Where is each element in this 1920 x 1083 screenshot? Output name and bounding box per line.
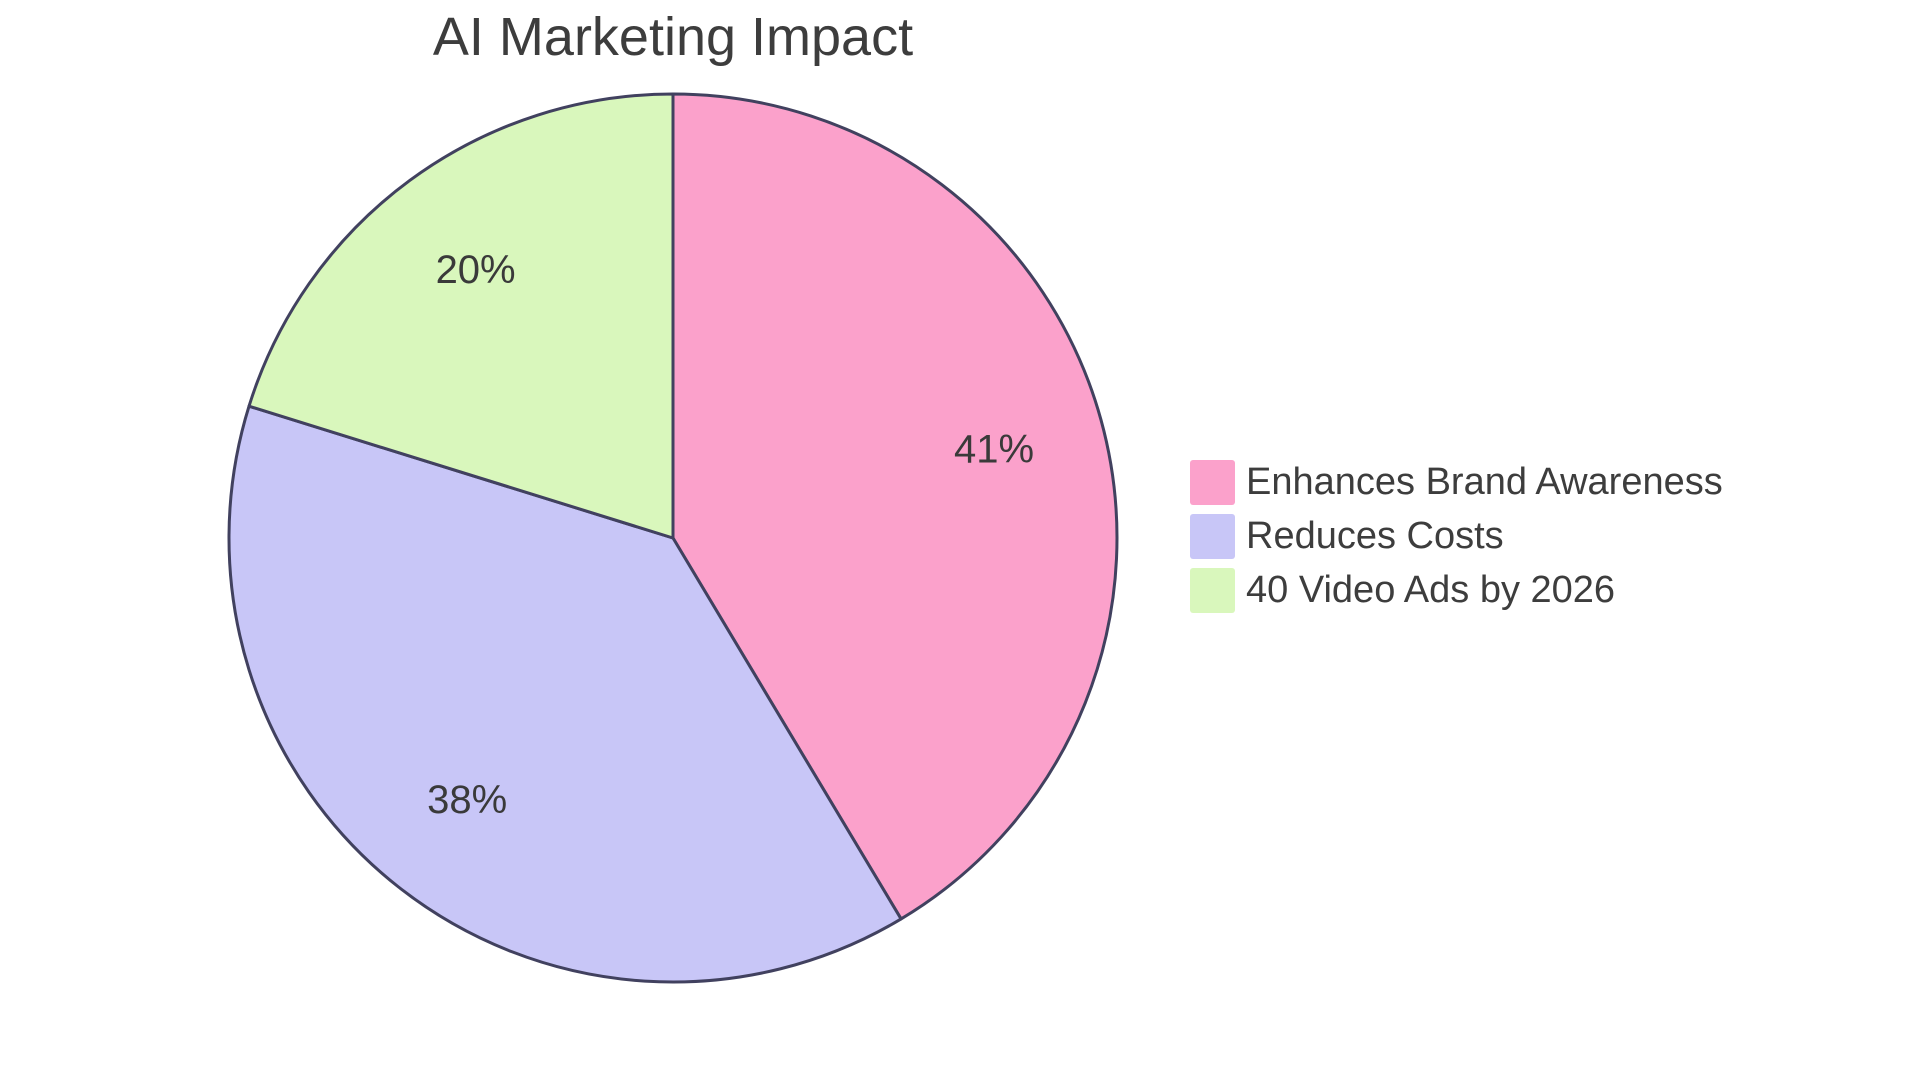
chart-title: AI Marketing Impact [432, 7, 914, 67]
legend-item-label: Reduces Costs [1246, 515, 1504, 557]
pie-slice-enhances-brand-awareness[interactable] [671, 92, 1119, 921]
legend-swatch-enhances-brand-awareness [1190, 460, 1235, 505]
legend-item-40-video-ads-by-2026[interactable]: 40 Video Ads by 2026 [1190, 568, 1723, 613]
slice-percent-label-40-video-ads-by-2026: 20% [436, 248, 516, 292]
legend-swatch-40-video-ads-by-2026 [1190, 568, 1235, 613]
legend-item-enhances-brand-awareness[interactable]: Enhances Brand Awareness [1190, 460, 1723, 505]
slice-percent-label-reduces-costs: 38% [427, 778, 507, 822]
legend-item-reduces-costs[interactable]: Reduces Costs [1190, 514, 1723, 559]
legend-item-label: 40 Video Ads by 2026 [1246, 569, 1616, 611]
pie-slice-40-video-ads-by-2026[interactable] [247, 92, 675, 540]
slice-percent-label-enhances-brand-awareness: 41% [954, 427, 1034, 471]
pie-slice-reduces-costs[interactable] [227, 404, 903, 984]
legend-swatch-reduces-costs [1190, 514, 1235, 559]
legend: Enhances Brand Awareness Reduces Costs 40 … [1190, 460, 1723, 613]
legend-item-label: Enhances Brand Awareness [1246, 461, 1723, 503]
